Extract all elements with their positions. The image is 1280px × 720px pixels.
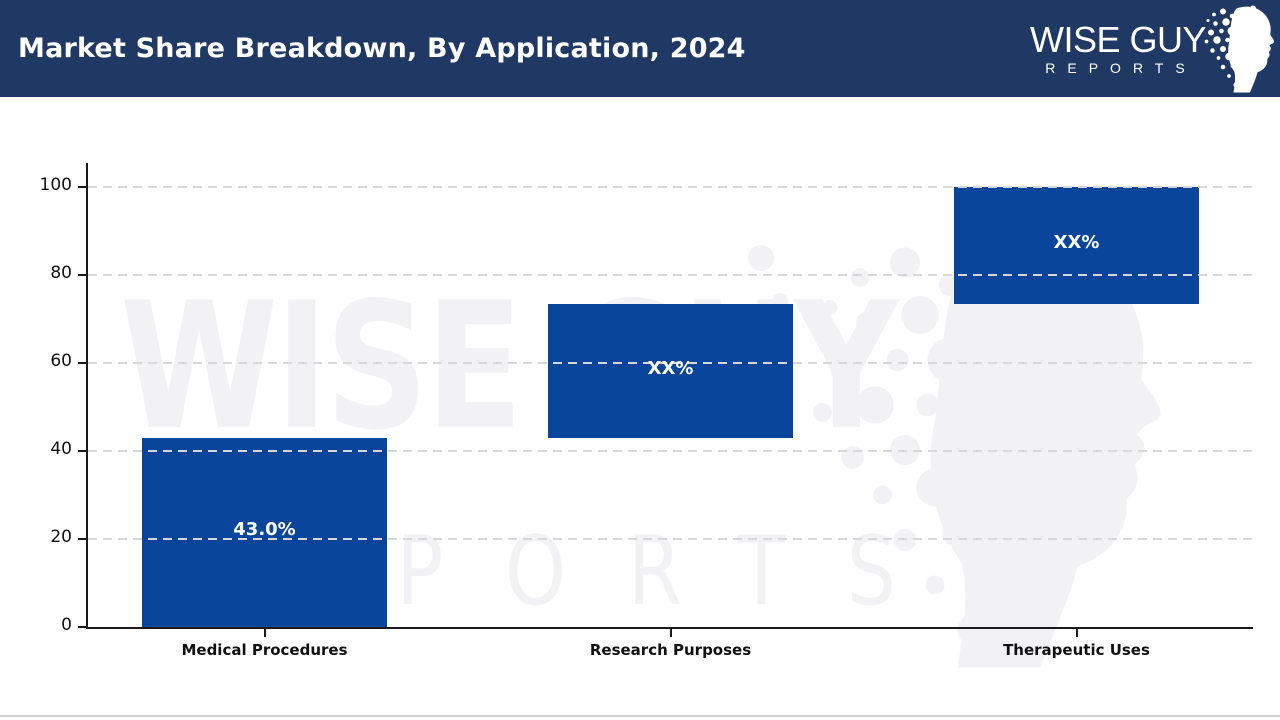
y-tick-label: 20 (50, 527, 72, 547)
logo-face-icon (1204, 5, 1275, 92)
chart-area: WISE GUY REPORTS 0 20 40 60 80 100 43.0% Medica… (0, 97, 1280, 720)
logo-name: WISE GUY (1029, 19, 1207, 60)
header: Market Share Breakdown, By Application, … (0, 0, 1280, 97)
y-tick-label: 100 (39, 175, 72, 195)
bar-label: XX% (1053, 232, 1100, 254)
y-tick (78, 274, 87, 276)
logo-sub: REPORTS (1045, 60, 1197, 76)
x-axis-spine (86, 627, 1253, 629)
bar-label: XX% (647, 357, 694, 379)
y-tick-label: 80 (50, 263, 72, 283)
gridline (88, 450, 1253, 452)
gridline (88, 274, 1253, 276)
bottom-border (0, 715, 1280, 717)
y-tick (78, 186, 87, 188)
bar (142, 437, 387, 627)
y-tick (78, 538, 87, 540)
logo-wordmark: WISE GUY REPORTS (1029, 19, 1207, 76)
x-tick-label: Medical Procedures (181, 641, 348, 659)
x-tick-label: Therapeutic Uses (1003, 641, 1150, 659)
x-tick-label: Research Purposes (589, 641, 752, 659)
watermark-dot (748, 245, 774, 271)
gridline (88, 362, 1253, 364)
page-title: Market Share Breakdown, By Application, … (18, 33, 746, 64)
y-tick-label: 0 (61, 615, 72, 635)
y-tick (78, 450, 87, 452)
y-tick-label: 60 (50, 351, 72, 371)
y-tick-label: 40 (50, 439, 72, 459)
x-tick (263, 629, 266, 637)
gridline (88, 186, 1253, 188)
bar (548, 303, 793, 438)
brand-logo: WISE GUY REPORTS (1030, 0, 1276, 97)
x-tick (669, 629, 672, 637)
y-axis-spine (86, 163, 88, 629)
x-tick (1075, 629, 1078, 637)
y-tick (78, 362, 87, 364)
y-tick (78, 626, 87, 628)
bar-label: 43.0% (233, 519, 296, 541)
gridline (88, 538, 1253, 540)
